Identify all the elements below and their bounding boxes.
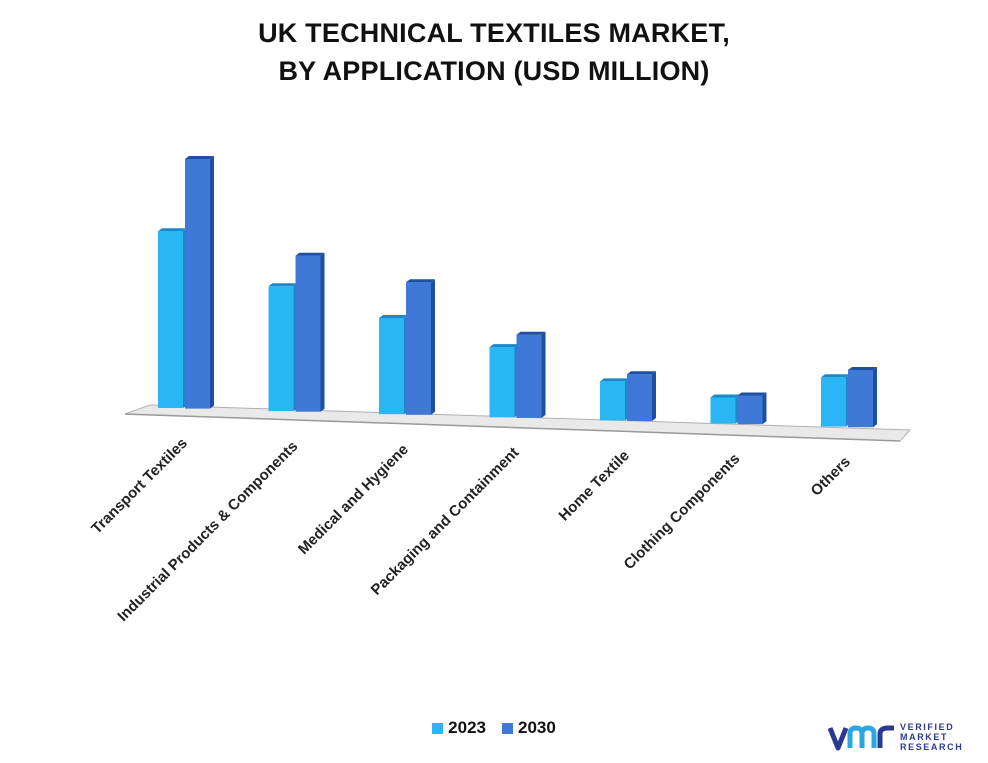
bar-2030-others: [848, 367, 877, 428]
chart-title-line-1: UK TECHNICAL TEXTILES MARKET,: [258, 18, 730, 48]
legend-item-2023: 2023: [432, 718, 486, 738]
vmr-logo-mark-icon: [828, 725, 894, 751]
category-label: Industrial Products & Components: [114, 438, 301, 625]
bar-2023-transport-textiles: [158, 228, 187, 408]
vmr-logo: VERIFIED MARKET RESEARCH: [828, 718, 978, 758]
bar-2030-transport-textiles: [185, 156, 214, 409]
logo-line-3: RESEARCH: [900, 742, 964, 752]
legend-swatch-2023: [432, 722, 444, 734]
category-label: Medical and Hygiene: [295, 441, 412, 558]
bar-2030-packaging-and-containment: [516, 331, 546, 418]
bar-2023-home-textile: [600, 378, 629, 421]
logo-line-2: MARKET: [900, 732, 949, 742]
bar-2023-clothing-components: [710, 394, 740, 424]
category-label: Others: [808, 453, 854, 499]
vmr-logo-text: VERIFIED MARKET RESEARCH: [900, 722, 963, 752]
legend-swatch-2030: [502, 722, 513, 734]
bar-2023-others: [821, 374, 850, 427]
bar-2030-home-textile: [627, 371, 656, 421]
legend-label-2030: 2030: [518, 718, 556, 737]
bar-2030-industrial-products-components: [295, 252, 325, 412]
chart-floor-edge: [124, 413, 901, 442]
logo-line-1: VERIFIED: [900, 722, 955, 732]
bar-2030-clothing-components: [737, 392, 767, 425]
category-label: Home Textile: [556, 447, 633, 524]
bar-2023-medical-and-hygiene: [379, 315, 408, 415]
category-label: Transport Textiles: [88, 435, 191, 538]
bar-2023-packaging-and-containment: [489, 344, 519, 418]
chart-bars: [158, 156, 877, 428]
chart-title-line-2: BY APPLICATION (USD MILLION): [278, 56, 710, 86]
bar-2023-industrial-products-components: [268, 283, 298, 412]
chart-legend: 2023 2030: [0, 718, 988, 738]
chart-floor: [124, 404, 912, 442]
chart-title: UK TECHNICAL TEXTILES MARKET, BY APPLICA…: [0, 14, 988, 90]
legend-item-2030: 2030: [502, 718, 556, 738]
bar-2030-medical-and-hygiene: [406, 279, 435, 415]
legend-label-2023: 2023: [448, 718, 486, 737]
category-label: Clothing Components: [621, 450, 744, 573]
